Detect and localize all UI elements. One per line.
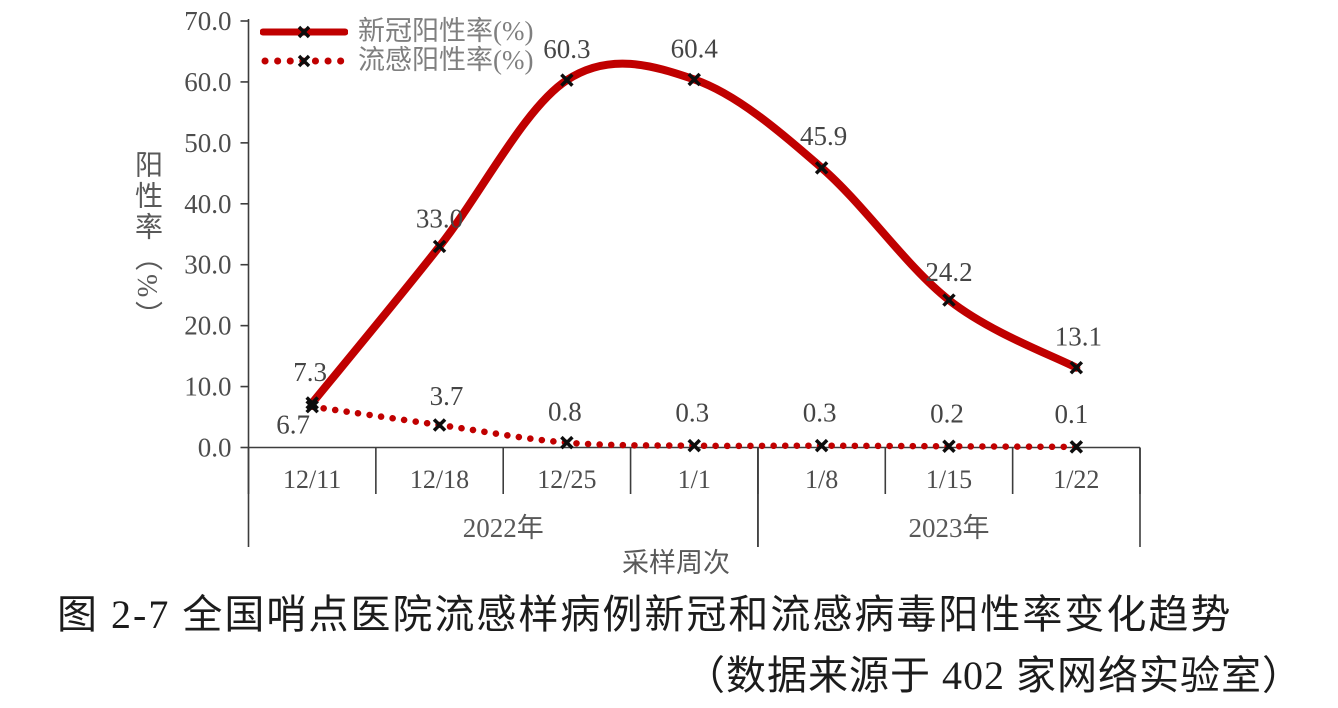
data-label: 60.4 <box>671 33 719 63</box>
x-tick-label: 12/25 <box>537 465 596 494</box>
x-tick-label: 1/15 <box>926 465 972 494</box>
marker-x-icon <box>432 239 447 254</box>
legend-label-flu: 流感阳性率(%) <box>358 45 534 75</box>
marker-x-icon <box>814 438 829 453</box>
data-label: 0.2 <box>930 398 964 428</box>
legend-item-covid: 新冠阳性率(%) <box>260 17 533 46</box>
legend-label-covid: 新冠阳性率(%) <box>358 16 534 46</box>
flu-line-sample-icon <box>261 54 348 67</box>
marker-x-icon <box>1069 440 1084 454</box>
marker-x-icon <box>814 161 829 175</box>
y-tick-label: 40.0 <box>184 189 231 219</box>
y-tick-label: 70.0 <box>184 6 231 36</box>
caption-line-2: （数据来源于 402 家网络实验室） <box>685 653 1303 698</box>
data-label: 33.0 <box>416 203 463 233</box>
y-tick-label: 0.0 <box>198 433 232 463</box>
marker-x-icon <box>687 72 701 87</box>
x-tick-label: 12/11 <box>283 465 341 494</box>
year-label: 2023年 <box>908 513 989 543</box>
marker-x-icon <box>432 418 447 432</box>
y-tick-label: 60.0 <box>184 67 231 97</box>
data-label: 0.1 <box>1054 399 1088 429</box>
marker-x-icon <box>687 438 701 453</box>
data-label: 60.3 <box>543 34 590 64</box>
legend-item-flu: 流感阳性率(%) <box>260 46 533 75</box>
chart-area: 70.0 60.0 50.0 40.0 30.0 20.0 10.0 0.0 12/11 12/1… <box>131 6 1141 578</box>
marker-x-icon <box>560 73 574 87</box>
x-axis-title: 采样周次 <box>622 548 730 578</box>
y-tick-label: 20.0 <box>184 311 231 341</box>
data-label: 13.1 <box>1055 322 1102 352</box>
data-label: 45.9 <box>800 121 847 151</box>
y-tick-label: 30.0 <box>184 250 231 280</box>
year-label: 2022年 <box>463 513 544 543</box>
caption-line-1: 图 2-7 全国哨点医院流感样病例新冠和流感病毒阳性率变化趋势 <box>57 592 1233 637</box>
x-tick-label: 12/18 <box>410 465 469 494</box>
y-tick-label: 10.0 <box>184 372 231 402</box>
x-tick-label: 1/22 <box>1053 465 1099 494</box>
data-label: 3.7 <box>430 381 464 411</box>
marker-x-icon <box>560 435 574 450</box>
data-label: 0.3 <box>675 398 709 428</box>
marker-x-icon <box>942 439 956 454</box>
data-label: 6.7 <box>276 410 310 440</box>
data-label: 24.2 <box>925 257 972 287</box>
covid-line-sample-icon <box>260 25 348 38</box>
legend: 新冠阳性率(%) 流感阳性率(%) <box>260 17 533 75</box>
marker-x-icon <box>305 396 319 410</box>
data-label: 0.3 <box>803 398 837 428</box>
y-tick-label: 50.0 <box>184 128 231 158</box>
x-tick-label: 1/8 <box>805 465 838 494</box>
marker-x-icon <box>1069 360 1084 375</box>
x-tick-label: 1/1 <box>678 465 711 494</box>
data-label: 7.3 <box>293 357 327 387</box>
y-axis-title: 阳性率（%） <box>131 150 162 332</box>
data-label: 0.8 <box>548 397 582 427</box>
marker-x-icon <box>942 293 956 307</box>
marker-x-icon <box>305 399 319 414</box>
chart-canvas: 70.0 60.0 50.0 40.0 30.0 20.0 10.0 0.0 12/11 12/1… <box>184 6 1141 547</box>
